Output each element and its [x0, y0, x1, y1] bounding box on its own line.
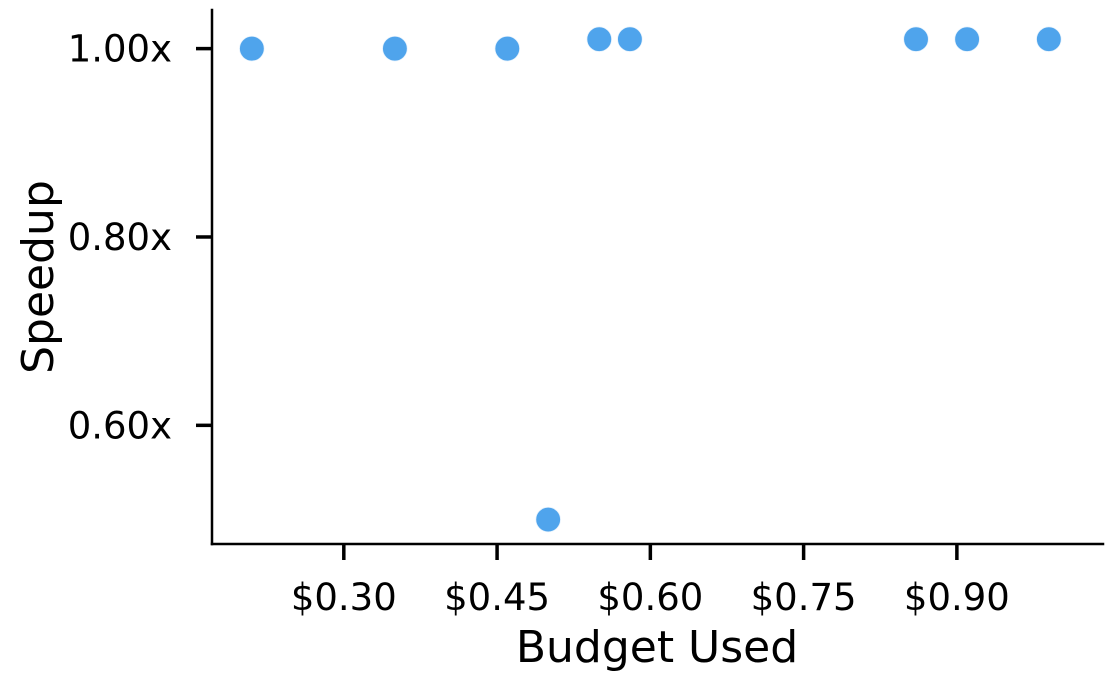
data-point — [616, 25, 644, 53]
x-tick-label: $0.30 — [291, 576, 397, 619]
data-point — [534, 506, 562, 533]
x-tick-label: $0.60 — [597, 576, 703, 619]
x-tick-label: $0.45 — [444, 576, 550, 619]
scatter-points — [238, 25, 1063, 533]
x-tick-label: $0.75 — [751, 576, 857, 619]
x-tick-label: $0.90 — [904, 576, 1010, 619]
data-point — [902, 25, 930, 53]
data-point — [493, 35, 521, 63]
y-tick-label: 0.60x — [68, 404, 172, 447]
data-point — [238, 35, 266, 63]
y-axis-label: Speedup — [13, 180, 64, 374]
data-point — [953, 25, 981, 53]
data-point — [585, 25, 613, 53]
y-tick-label: 0.80x — [68, 216, 172, 259]
data-point — [1035, 25, 1063, 53]
x-axis-label: Budget Used — [516, 622, 798, 673]
y-tick-label: 1.00x — [68, 28, 172, 71]
axis-spines — [210, 8, 1105, 546]
x-axis-ticks: $0.30 $0.45 $0.60 $0.75 $0.90 — [291, 544, 1010, 619]
y-axis-ticks: 1.00x 0.80x 0.60x — [68, 28, 212, 447]
data-point — [381, 35, 409, 63]
